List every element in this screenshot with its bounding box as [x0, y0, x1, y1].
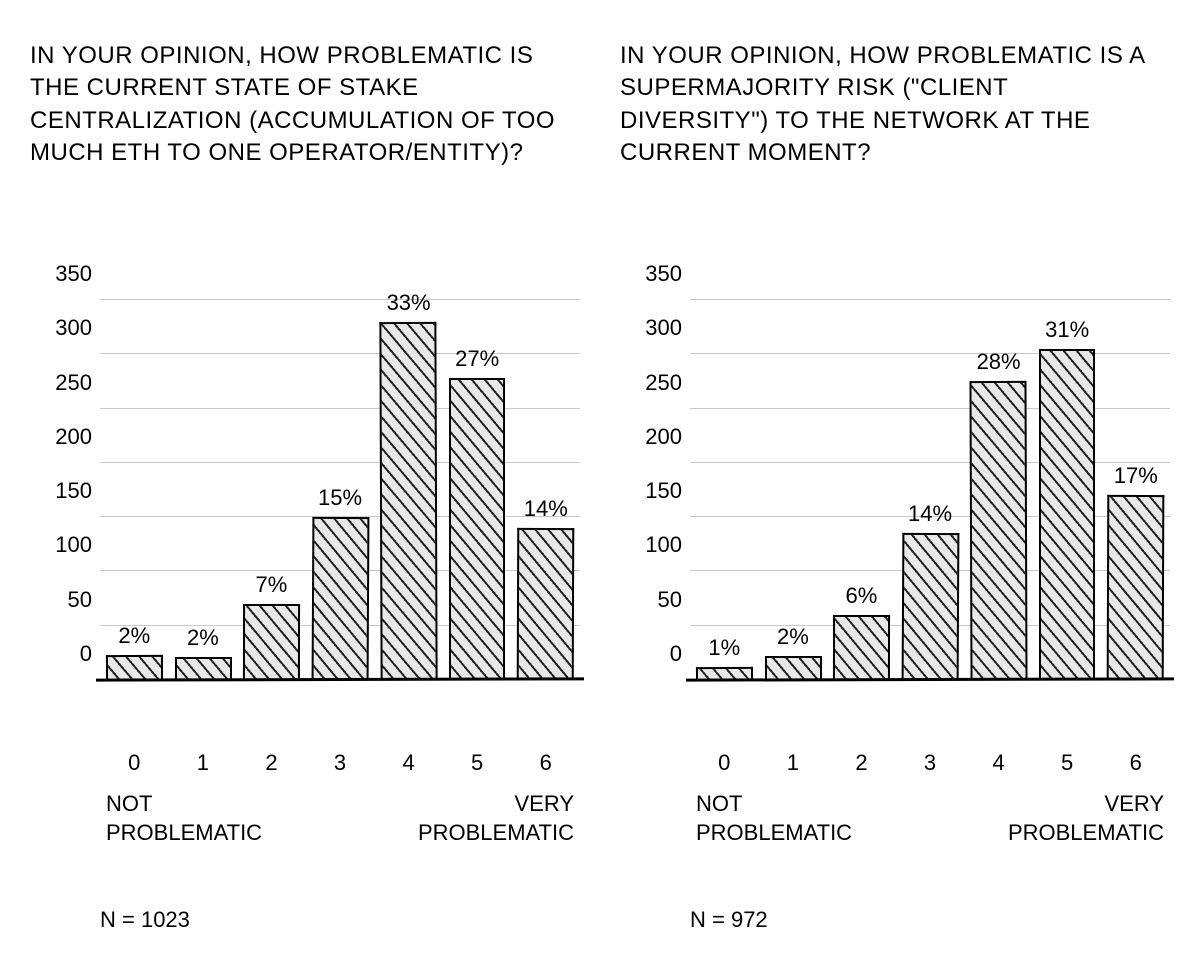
bar	[970, 381, 1028, 680]
bar-col: 28%	[970, 381, 1027, 680]
x-tick: 2	[833, 750, 890, 776]
bar-col: 2%	[175, 657, 232, 680]
x-tick: 6	[517, 750, 574, 776]
bar-value-label: 15%	[318, 485, 362, 511]
bar-value-label: 28%	[977, 349, 1021, 375]
x-tick: 3	[902, 750, 959, 776]
x-label-low: NOT PROBLEMATIC	[106, 790, 262, 847]
x-axis-labels-left: NOT PROBLEMATIC VERY PROBLEMATIC	[100, 776, 580, 847]
bar-value-label: 14%	[908, 501, 952, 527]
x-axis-labels-right: NOT PROBLEMATIC VERY PROBLEMATIC	[690, 776, 1170, 847]
bar-col: 33%	[380, 322, 437, 680]
bar-value-label: 17%	[1114, 463, 1158, 489]
n-label-right: N = 972	[690, 907, 1170, 933]
x-tick: 1	[765, 750, 822, 776]
x-tick: 2	[243, 750, 300, 776]
bar	[380, 322, 438, 680]
y-tick: 350	[645, 261, 682, 287]
y-tick: 200	[645, 424, 682, 450]
bar-col: 27%	[449, 378, 506, 680]
bar	[1039, 349, 1096, 680]
x-tick: 0	[696, 750, 753, 776]
bar-value-label: 33%	[387, 290, 431, 316]
chart-right: 050100150200250300350 1%2%6%14%28%31%17%	[620, 300, 1170, 740]
y-tick: 350	[55, 261, 92, 287]
bar-value-label: 1%	[708, 635, 740, 661]
x-tick: 5	[449, 750, 506, 776]
y-tick: 50	[658, 587, 682, 613]
bar-value-label: 31%	[1045, 317, 1089, 343]
y-tick: 200	[55, 424, 92, 450]
bar	[311, 517, 368, 680]
bar-value-label: 6%	[846, 583, 878, 609]
bar	[833, 615, 890, 680]
y-axis-right: 050100150200250300350	[620, 300, 690, 680]
bar-value-label: 2%	[187, 625, 219, 651]
y-tick: 0	[80, 641, 92, 667]
bar-col: 17%	[1107, 495, 1164, 680]
bar-col: 14%	[517, 528, 574, 680]
bar	[106, 655, 163, 680]
bar-col: 6%	[833, 615, 890, 680]
bars-left: 2%2%7%15%33%27%14%	[100, 300, 580, 680]
bar-value-label: 14%	[524, 496, 568, 522]
plot-area-left: 2%2%7%15%33%27%14%	[100, 300, 580, 680]
n-label-left: N = 1023	[100, 907, 580, 933]
x-axis-left: 0123456	[100, 740, 580, 776]
x-tick: 6	[1107, 750, 1164, 776]
y-tick: 250	[645, 370, 682, 396]
bar	[449, 378, 506, 680]
x-tick: 3	[312, 750, 369, 776]
y-tick: 150	[645, 478, 682, 504]
bar-value-label: 7%	[256, 572, 288, 598]
chart-left: 050100150200250300350 2%2%7%15%33%27%14%	[30, 300, 580, 740]
bars-right: 1%2%6%14%28%31%17%	[690, 300, 1170, 680]
x-axis-right: 0123456	[690, 740, 1170, 776]
chart-title-left: IN YOUR OPINION, HOW PROBLEMATIC IS THE …	[30, 40, 580, 240]
panel-left: IN YOUR OPINION, HOW PROBLEMATIC IS THE …	[30, 40, 580, 944]
y-tick: 50	[68, 587, 92, 613]
bar	[175, 657, 232, 680]
bar-col: 31%	[1039, 349, 1096, 680]
chart-pair: IN YOUR OPINION, HOW PROBLEMATIC IS THE …	[0, 0, 1200, 974]
bar-col: 14%	[902, 533, 959, 680]
y-tick: 300	[645, 315, 682, 341]
y-tick: 150	[55, 478, 92, 504]
x-label-low: NOT PROBLEMATIC	[696, 790, 852, 847]
bar-col: 2%	[765, 656, 822, 680]
y-tick: 100	[645, 532, 682, 558]
bar-value-label: 27%	[455, 346, 499, 372]
chart-title-right: IN YOUR OPINION, HOW PROBLEMATIC IS A SU…	[620, 40, 1170, 240]
bar-col: 15%	[312, 517, 369, 680]
x-label-high: VERY PROBLEMATIC	[418, 790, 574, 847]
bar	[901, 533, 958, 680]
y-tick: 300	[55, 315, 92, 341]
x-tick: 4	[970, 750, 1027, 776]
bar-col: 7%	[243, 604, 300, 680]
bar	[517, 528, 574, 680]
bar	[1107, 495, 1164, 680]
x-tick: 1	[175, 750, 232, 776]
panel-right: IN YOUR OPINION, HOW PROBLEMATIC IS A SU…	[620, 40, 1170, 944]
y-tick: 250	[55, 370, 92, 396]
bar	[765, 656, 822, 680]
x-tick: 4	[380, 750, 437, 776]
y-tick: 100	[55, 532, 92, 558]
bar-value-label: 2%	[777, 624, 809, 650]
bar-value-label: 2%	[118, 623, 150, 649]
x-label-high: VERY PROBLEMATIC	[1008, 790, 1164, 847]
x-tick: 5	[1039, 750, 1096, 776]
y-axis-left: 050100150200250300350	[30, 300, 100, 680]
plot-area-right: 1%2%6%14%28%31%17%	[690, 300, 1170, 680]
x-tick: 0	[106, 750, 163, 776]
bar	[243, 604, 300, 680]
bar-col: 2%	[106, 655, 163, 680]
y-tick: 0	[670, 641, 682, 667]
